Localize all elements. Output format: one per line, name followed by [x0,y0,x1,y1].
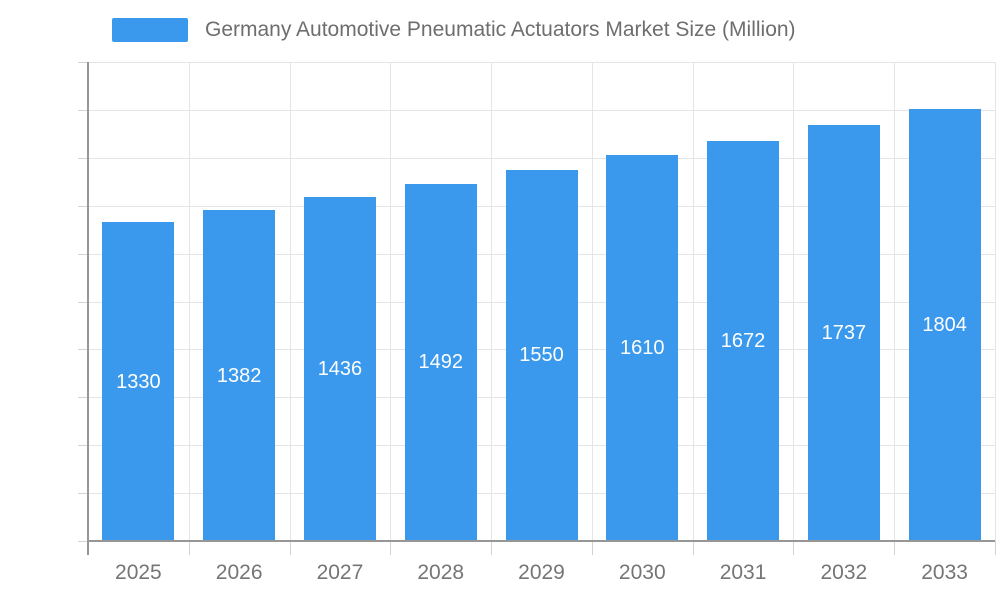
bar-value-label: 1436 [317,358,363,381]
bar [606,155,679,541]
y-axis-tick [78,445,88,447]
gridline-h [88,62,995,63]
gridline-v [692,62,694,541]
bar [707,140,780,541]
y-axis-tick [78,157,88,159]
bar-value-label: 1737 [821,321,867,344]
y-axis-tick [78,301,88,303]
gridline-v [390,62,392,541]
bar-value-label: 1492 [418,351,463,374]
x-axis-tick [793,541,795,555]
y-axis-tick [78,109,88,111]
x-axis-tick-label: 2025 [115,561,162,584]
chart-legend[interactable]: Germany Automotive Pneumatic Actuators M… [112,18,796,42]
x-axis-tick [995,541,996,555]
x-axis-tick-label: 2033 [921,561,968,584]
gridline-h [88,109,995,111]
bar [203,210,276,541]
gridline-v [995,62,996,541]
x-axis-tick-label: 2032 [820,561,868,584]
bar-value-label: 1330 [116,370,161,393]
bar [505,169,578,541]
legend-label: Germany Automotive Pneumatic Actuators M… [205,18,796,41]
x-axis-tick-label: 2026 [215,561,263,584]
x-axis-tick-label: 2027 [316,561,364,584]
bar-value-label: 1550 [519,344,564,367]
x-axis-tick-label: 2031 [719,561,767,584]
y-axis-tick [78,62,88,63]
y-axis-tick [78,541,88,542]
bar-value-label: 1610 [620,337,665,360]
gridline-v [289,62,291,541]
gridline-v [591,62,593,541]
bar-value-label: 1382 [216,364,262,387]
gridline-v [188,62,190,541]
bar [404,183,477,541]
bar [303,197,376,541]
legend-swatch [112,18,188,42]
x-axis-tick [692,541,694,555]
bar [102,222,175,541]
x-axis-tick-label: 2030 [618,561,666,584]
x-axis-line [88,540,995,542]
gridline-h [88,157,995,159]
x-axis-tick-label: 2029 [518,561,565,584]
x-axis-tick [894,541,896,555]
x-axis-tick [289,541,291,555]
y-axis-line [87,62,89,555]
y-axis-tick [78,205,88,207]
y-axis-tick [78,349,88,351]
x-axis-tick [390,541,392,555]
y-axis-tick [78,253,88,255]
bar [908,108,981,541]
x-axis-tick [591,541,593,555]
x-axis-tick [188,541,190,555]
bar [807,124,880,541]
x-axis-tick [491,541,493,555]
gridline-v [491,62,493,541]
bar-value-label: 1804 [922,313,967,336]
y-axis-tick [78,397,88,399]
y-axis-tick [78,493,88,495]
gridline-v [793,62,795,541]
bar-value-label: 1672 [720,329,766,352]
gridline-v [894,62,896,541]
plot-area: 1330 1382 1436 1492 1550 1610 1672 1737 1804 [78,62,996,555]
x-axis-tick-label: 2028 [417,561,465,584]
